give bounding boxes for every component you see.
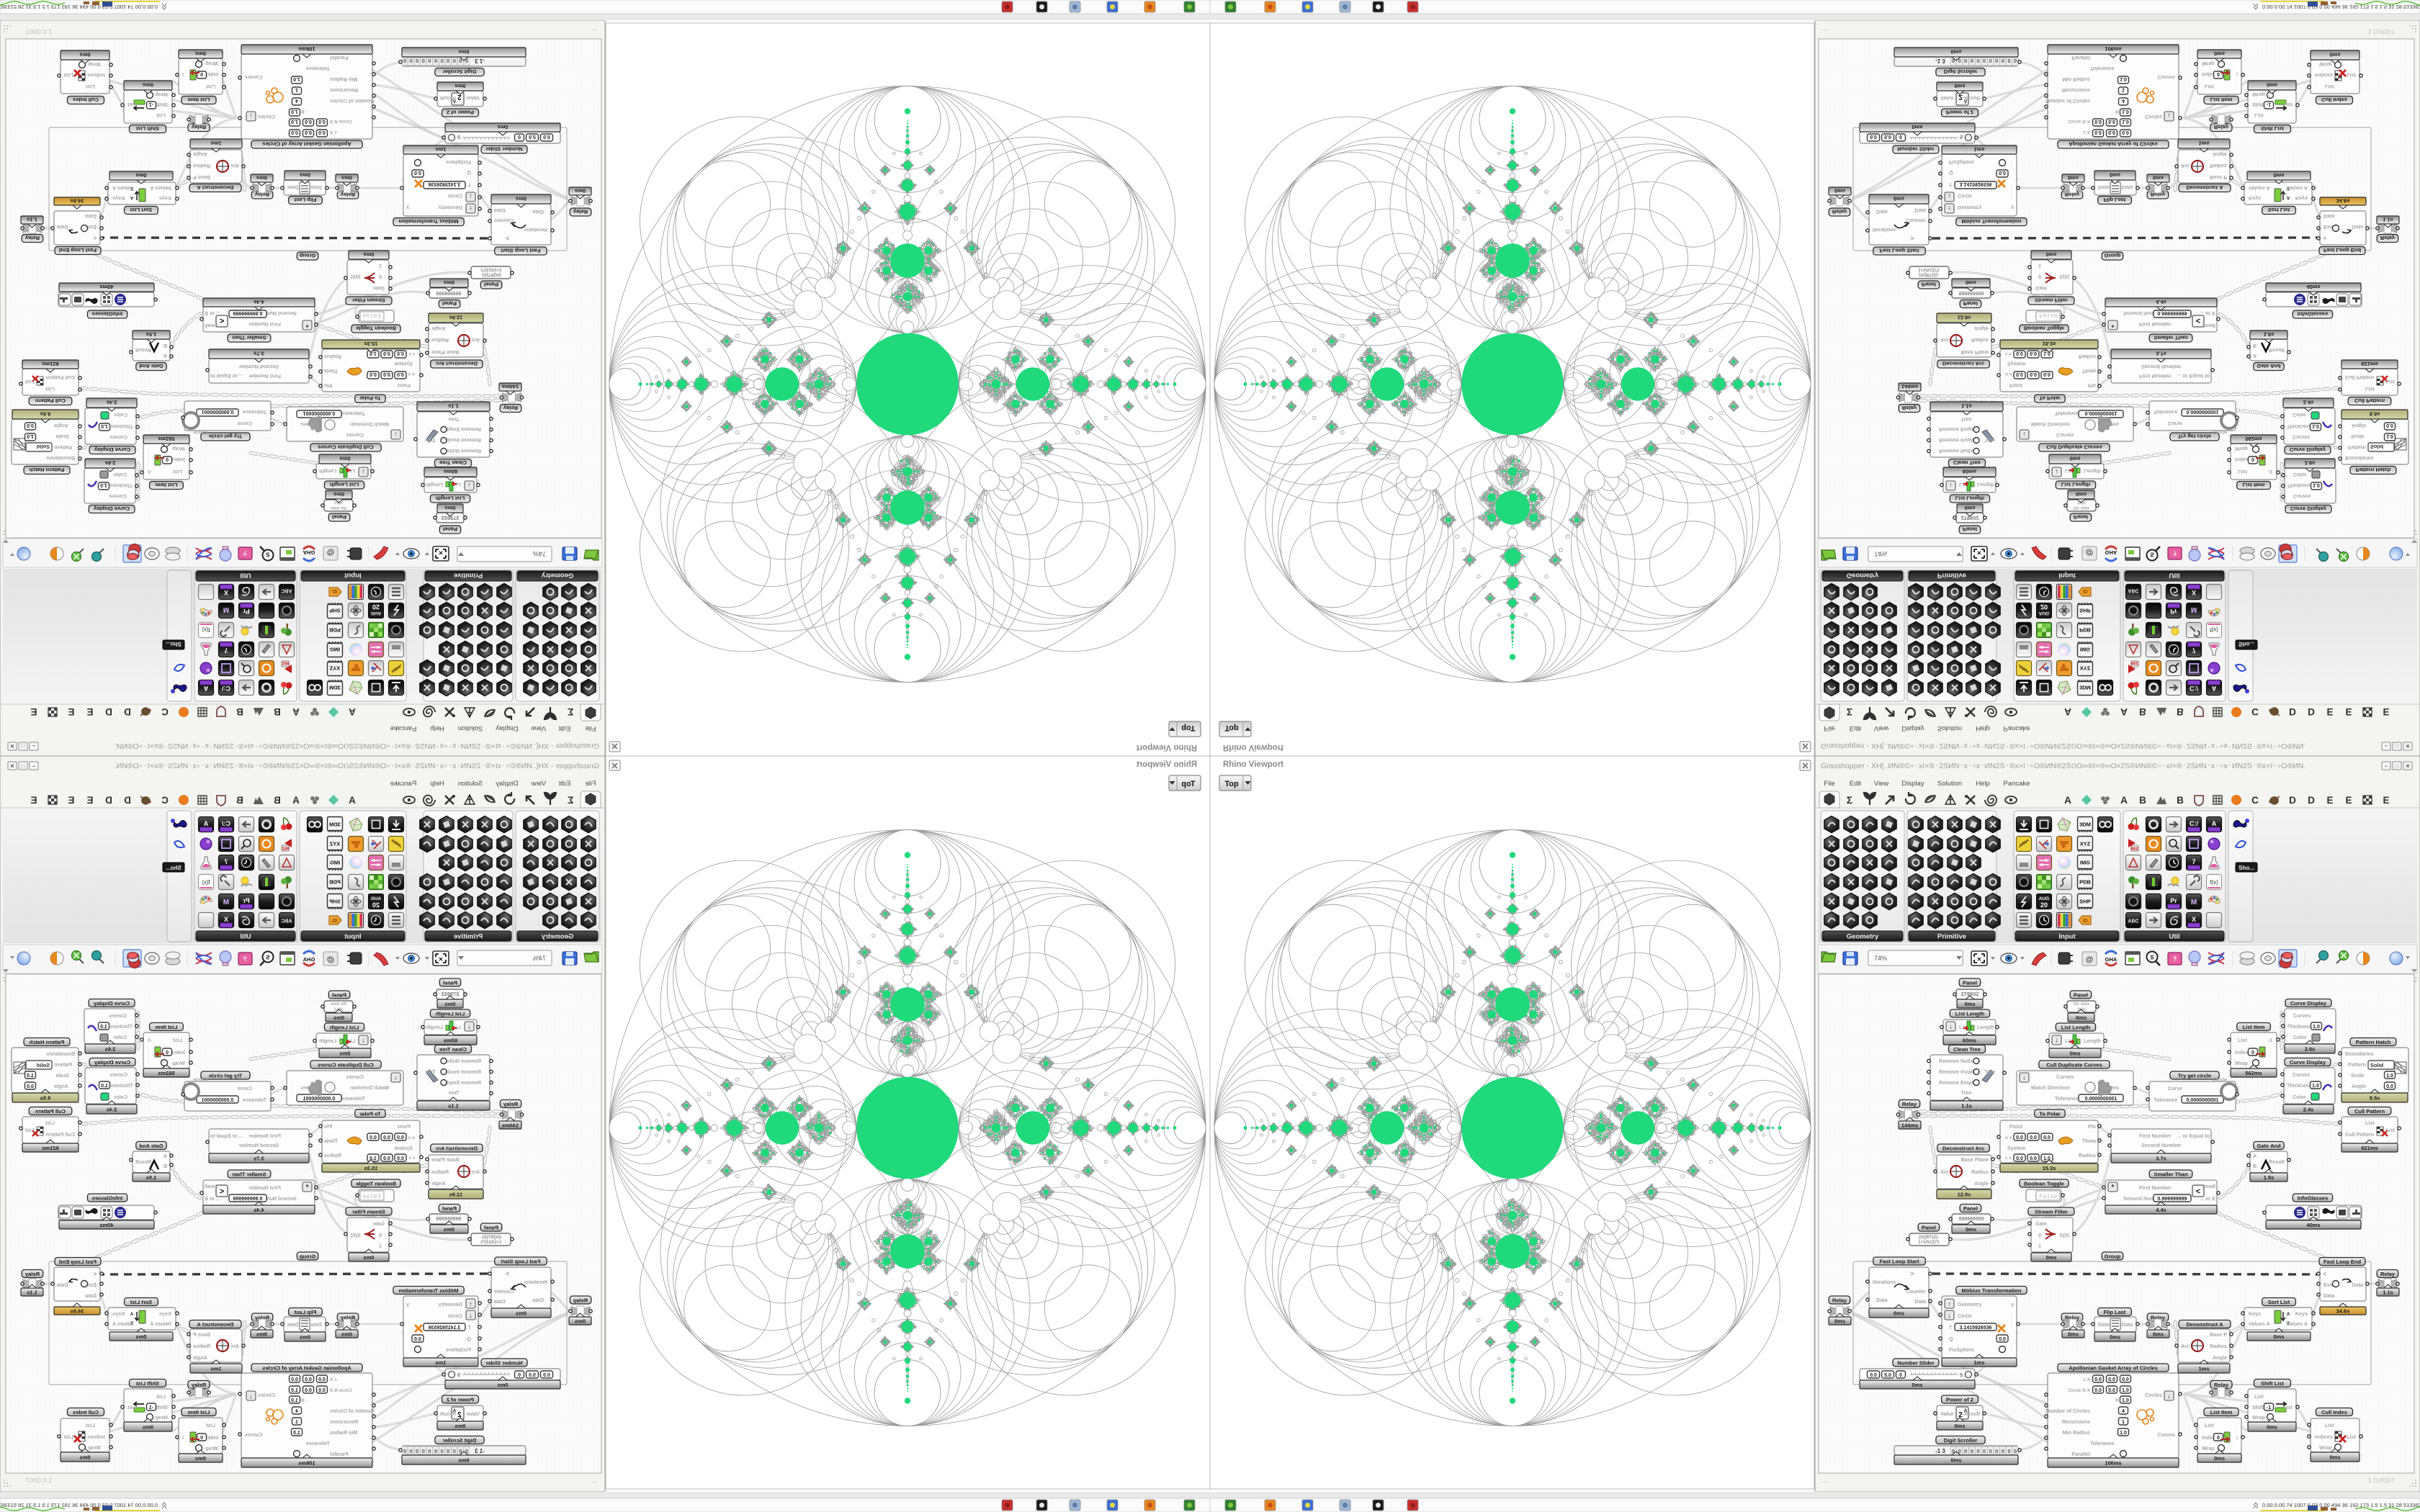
- svg-text:Rhino Viewport: Rhino Viewport: [1223, 760, 1283, 769]
- svg-text:Top: Top: [1224, 780, 1239, 788]
